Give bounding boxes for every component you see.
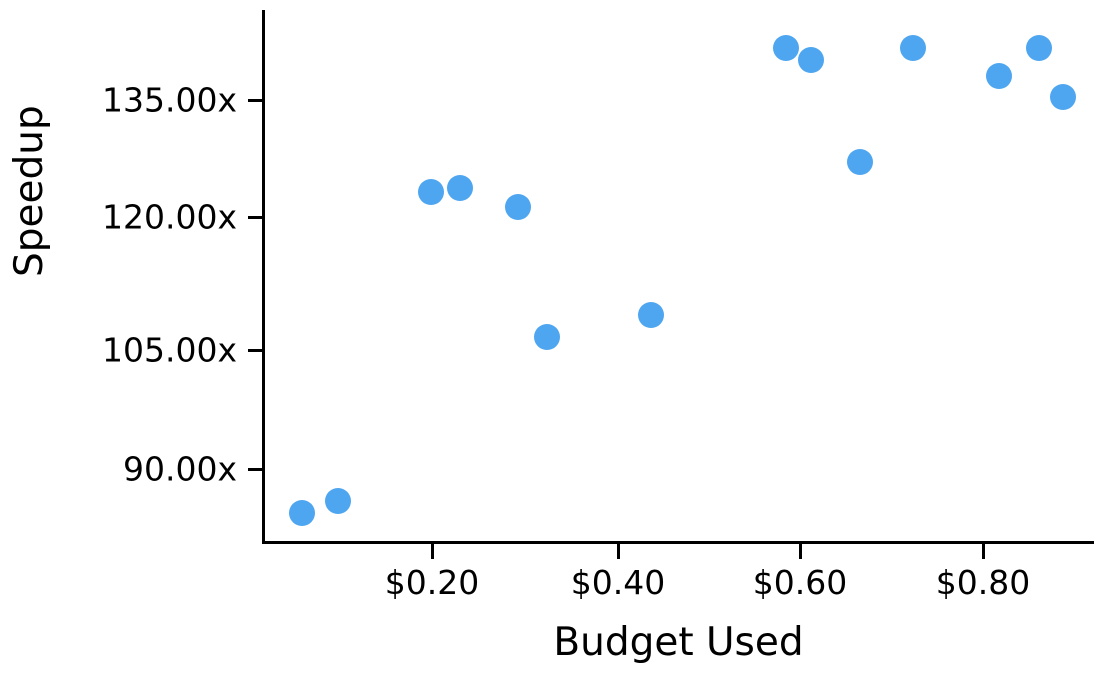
x-tick-mark-040 bbox=[617, 544, 620, 559]
scatter-point bbox=[638, 301, 665, 328]
scatter-point bbox=[505, 194, 532, 221]
y-tick-label-90: 90.00x bbox=[122, 449, 237, 489]
x-axis-title-container: Budget Used bbox=[0, 620, 1107, 665]
scatter-point bbox=[773, 35, 800, 62]
y-tick-mark-105 bbox=[248, 349, 263, 352]
y-tick-label-120: 120.00x bbox=[102, 197, 237, 237]
x-axis-title: Budget Used bbox=[553, 620, 804, 665]
y-tick-mark-90 bbox=[248, 468, 263, 471]
y-tick-mark-135 bbox=[248, 99, 263, 102]
x-tick-label-060: $0.60 bbox=[752, 563, 848, 602]
scatter-point bbox=[846, 149, 873, 176]
x-tick-mark-080 bbox=[982, 544, 985, 559]
x-tick-label-020: $0.20 bbox=[384, 563, 480, 602]
y-axis-title: Speedup bbox=[7, 105, 52, 277]
y-axis-spine bbox=[262, 10, 265, 544]
scatter-point bbox=[1026, 35, 1053, 62]
scatter-point bbox=[418, 179, 445, 206]
x-axis-spine bbox=[262, 541, 1094, 544]
scatter-point bbox=[288, 500, 315, 527]
y-tick-label-105: 105.00x bbox=[102, 330, 237, 370]
scatter-point bbox=[533, 323, 560, 350]
scatter-point bbox=[985, 63, 1012, 90]
x-tick-mark-020 bbox=[431, 544, 434, 559]
scatter-point bbox=[446, 175, 473, 202]
x-tick-label-080: $0.80 bbox=[935, 563, 1031, 602]
x-tick-label-040: $0.40 bbox=[570, 563, 666, 602]
scatter-point bbox=[325, 487, 352, 514]
scatter-point bbox=[900, 35, 927, 62]
scatter-point bbox=[798, 46, 825, 73]
scatter-point bbox=[1049, 84, 1076, 111]
x-tick-mark-060 bbox=[799, 544, 802, 559]
y-tick-label-135: 135.00x bbox=[102, 80, 237, 120]
y-tick-mark-120 bbox=[248, 216, 263, 219]
